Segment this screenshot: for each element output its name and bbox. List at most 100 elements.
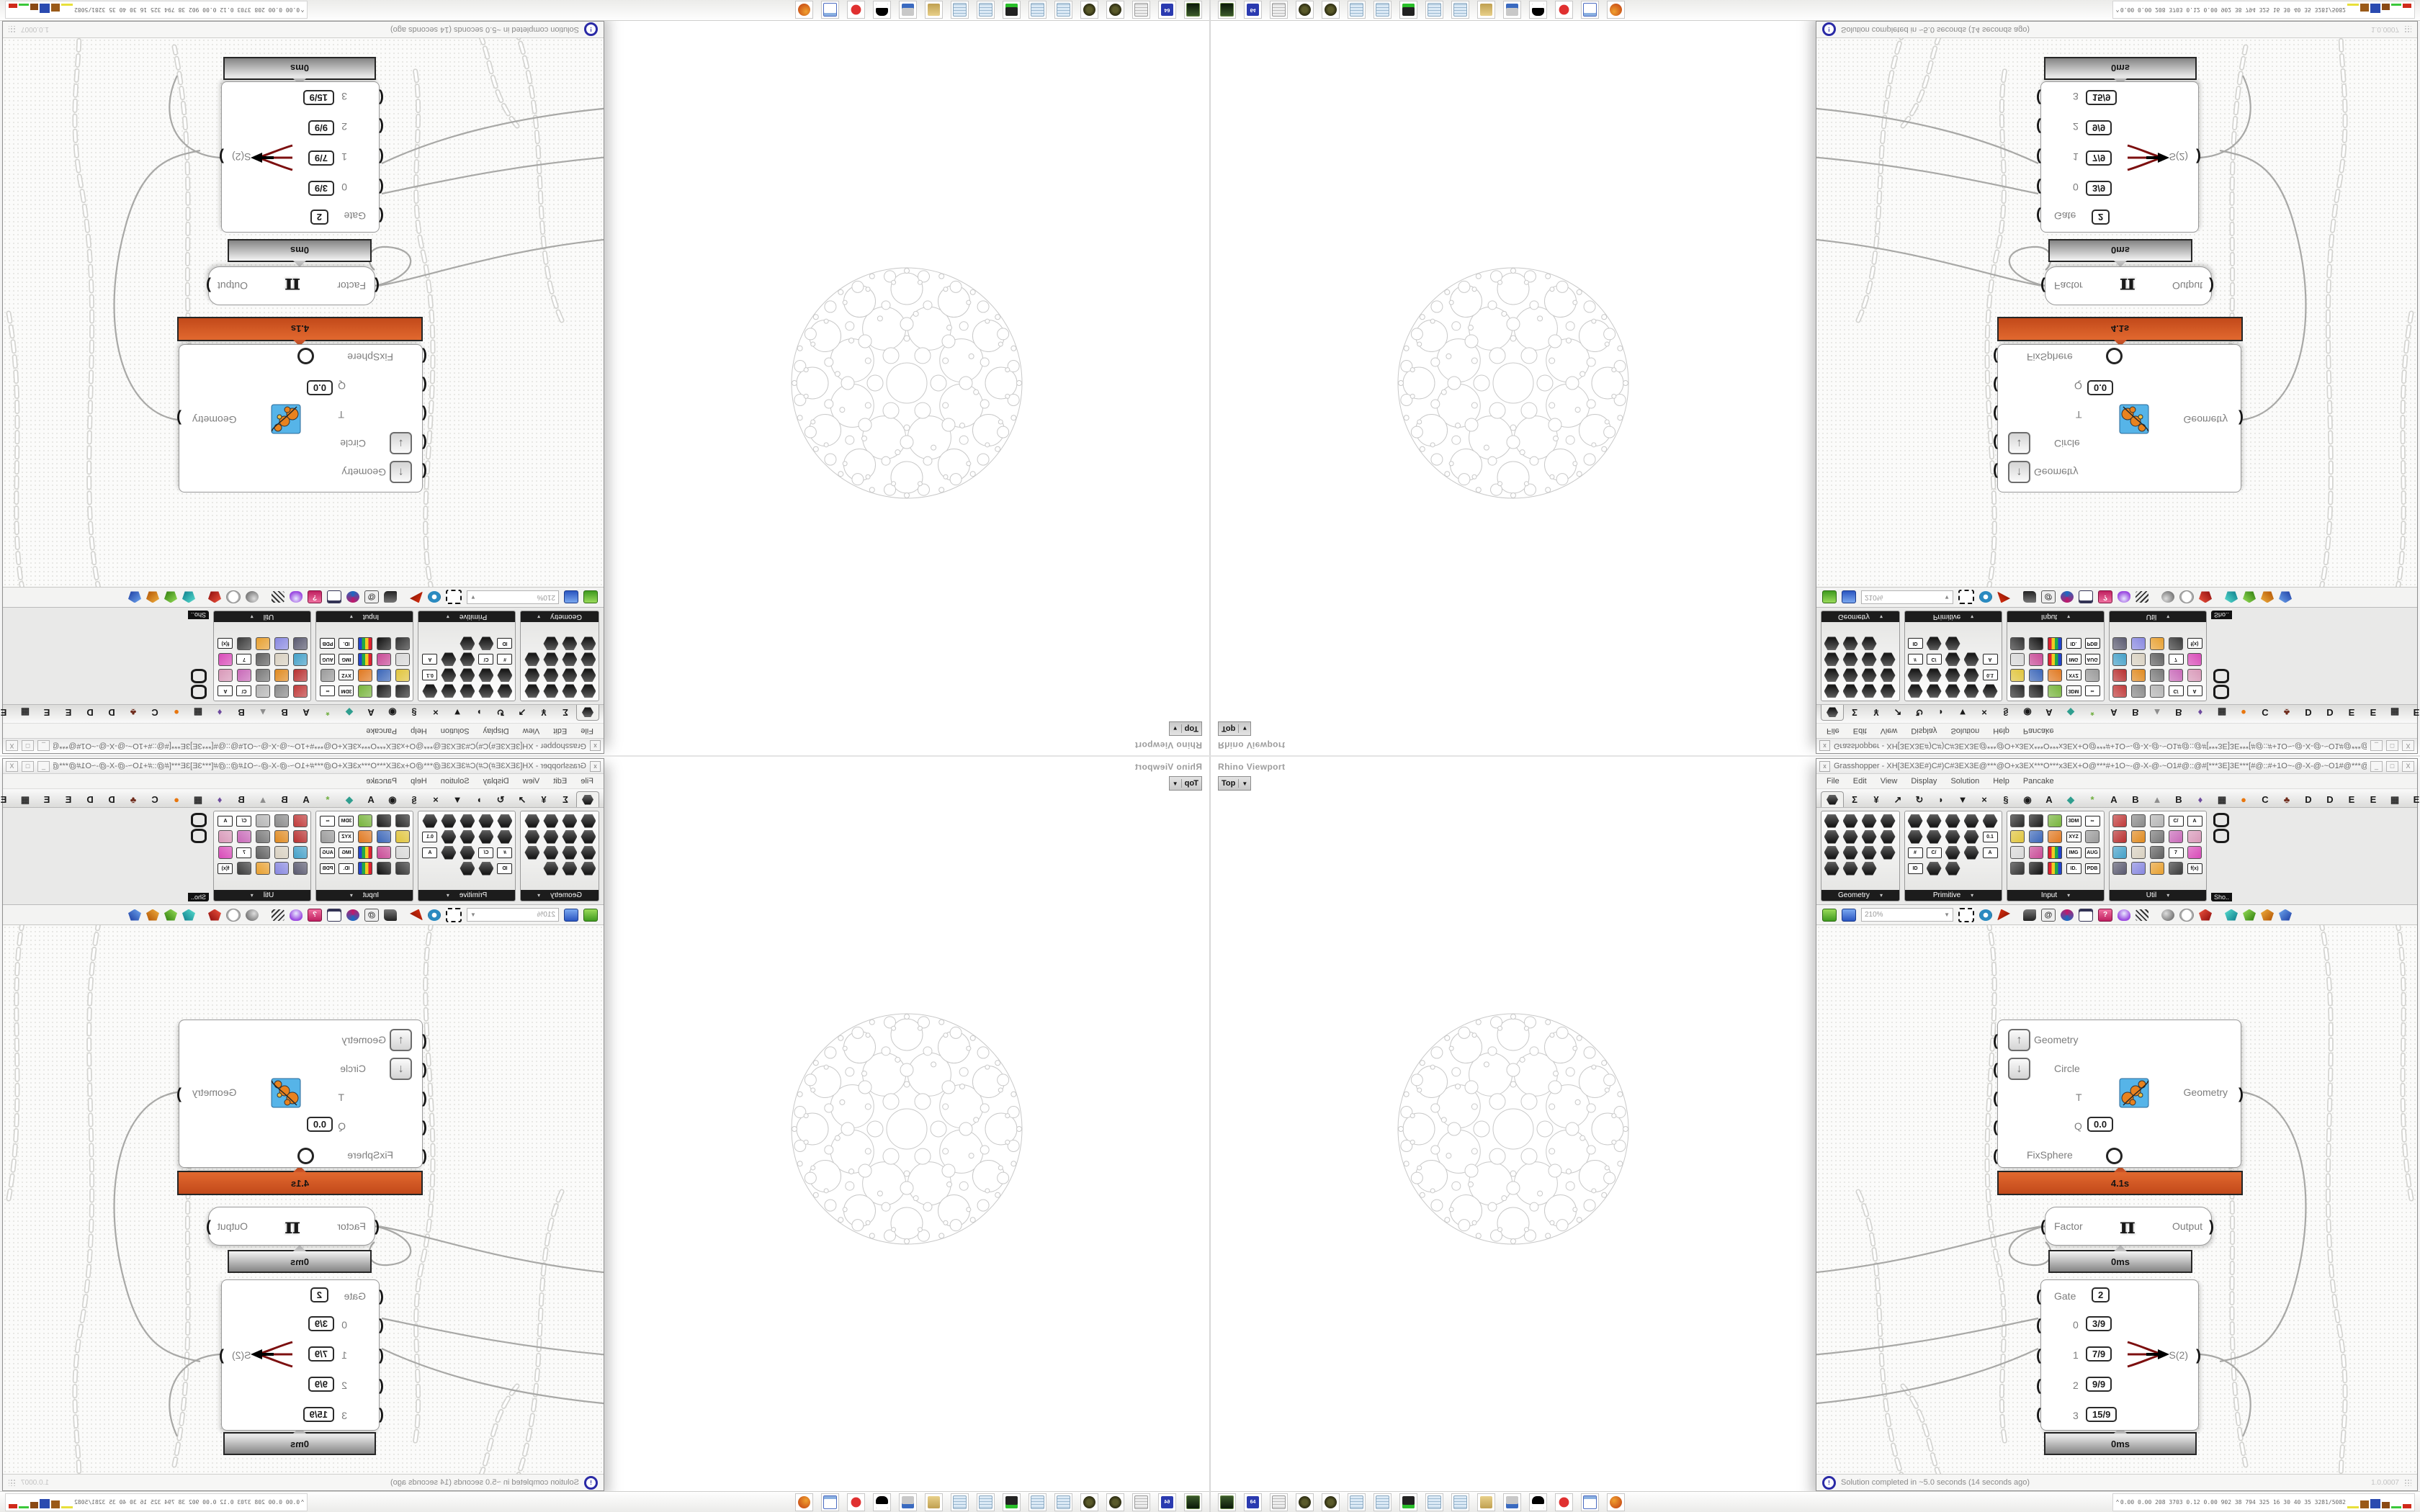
- rhino-viewport[interactable]: Rhino Viewport Top ▼: [0, 757, 1209, 1492]
- close-icon[interactable]: x: [1819, 740, 1830, 752]
- tab-surface[interactable]: ◗: [1938, 707, 1944, 718]
- preview-eye-icon[interactable]: [1979, 909, 1992, 921]
- idea-bulb-icon[interactable]: [290, 591, 302, 603]
- gate-value-box[interactable]: 2: [310, 210, 328, 225]
- component-icon[interactable]: [2112, 636, 2128, 651]
- component-icon[interactable]: [2112, 845, 2128, 860]
- fractal-component[interactable]: ( ( ( ( ( ↑ Geometry ↓ Circle T Q 0.0 Fi…: [176, 344, 427, 492]
- tab-display[interactable]: ◉: [2023, 707, 2032, 719]
- open-file-icon[interactable]: [1822, 908, 1837, 922]
- close-button[interactable]: X: [6, 760, 18, 772]
- open-file-icon[interactable]: [583, 908, 598, 922]
- tab-surface[interactable]: ◗: [1938, 794, 1944, 805]
- gem-green-icon[interactable]: [2243, 592, 2256, 603]
- component-icon[interactable]: [524, 829, 540, 844]
- component-icon[interactable]: [460, 684, 475, 698]
- component-icon[interactable]: C/: [1926, 845, 1942, 860]
- launcher-notepad-icon[interactable]: [1348, 1, 1366, 19]
- component-icon[interactable]: [236, 636, 252, 651]
- launcher-scroll-icon[interactable]: [1270, 1, 1288, 19]
- component-icon[interactable]: [292, 652, 308, 667]
- tab-plugin-5[interactable]: ▲: [258, 794, 268, 805]
- tab-plugin-2[interactable]: *: [326, 794, 330, 805]
- menu-item-edit[interactable]: Edit: [1852, 726, 1867, 735]
- component-icon[interactable]: C/: [478, 652, 494, 667]
- tab-plugin-16[interactable]: ▦: [20, 707, 30, 719]
- idea-bulb-icon[interactable]: [290, 909, 302, 921]
- component-icon[interactable]: [1907, 668, 1923, 683]
- component-icon[interactable]: XYZ: [339, 668, 354, 683]
- sketch-pen-icon[interactable]: [1997, 592, 2010, 603]
- component-icon[interactable]: 7: [236, 652, 252, 667]
- component-icon[interactable]: [357, 668, 373, 683]
- component-icon[interactable]: [376, 668, 392, 683]
- component-icon[interactable]: PDB: [320, 861, 336, 876]
- menu-item-display[interactable]: Display: [1911, 726, 1937, 735]
- component-icon[interactable]: [1861, 814, 1877, 828]
- component-icon[interactable]: [524, 814, 540, 828]
- bake-slab-icon[interactable]: [2023, 591, 2036, 603]
- palette-section-footer[interactable]: Util ▾: [214, 611, 310, 622]
- component-icon[interactable]: 3DM: [2066, 684, 2081, 698]
- tab-plugin-15[interactable]: E: [2370, 794, 2377, 805]
- component-icon[interactable]: ∞: [320, 684, 336, 698]
- gem-orange-icon[interactable]: [2261, 592, 2274, 603]
- component-icon[interactable]: [320, 829, 336, 844]
- cluster-sphere-icon[interactable]: [2161, 591, 2174, 603]
- tab-plugin-8[interactable]: ▦: [2217, 707, 2227, 719]
- goggles-icon[interactable]: [2213, 669, 2229, 683]
- launcher-notepad-icon[interactable]: [1451, 1, 1469, 19]
- launcher-calculator-icon[interactable]: [1581, 1493, 1599, 1511]
- gate-row-value-box[interactable]: 7/9: [2086, 150, 2112, 166]
- component-icon[interactable]: [1963, 652, 1979, 667]
- launcher-scroll-icon[interactable]: [1132, 1, 1150, 19]
- tab-plugin-5[interactable]: ▲: [2152, 794, 2162, 805]
- tab-plugin-11[interactable]: ♣: [130, 794, 137, 805]
- component-icon[interactable]: [2187, 652, 2202, 667]
- component-icon[interactable]: [376, 636, 392, 651]
- zoom-extents-icon[interactable]: [446, 907, 462, 922]
- component-icon[interactable]: [1982, 684, 1998, 698]
- sketch-pen-icon[interactable]: [1997, 909, 2010, 921]
- tab-plugin-15[interactable]: E: [43, 794, 50, 805]
- gem-orange-icon[interactable]: [146, 909, 159, 921]
- menu-item-view[interactable]: View: [522, 726, 540, 735]
- tab-plugin-6[interactable]: B: [2175, 794, 2182, 805]
- component-icon[interactable]: [1824, 861, 1839, 876]
- grasshopper-canvas[interactable]: ( ( ( ( ( ↑ Geometry ↓ Circle T Q 0.0 Fi…: [3, 38, 604, 587]
- component-icon[interactable]: [460, 668, 475, 683]
- component-icon[interactable]: [2028, 845, 2044, 860]
- tab-plugin-4[interactable]: B: [2132, 794, 2139, 805]
- component-icon[interactable]: [357, 845, 373, 860]
- component-icon[interactable]: [357, 814, 373, 828]
- component-icon[interactable]: [1842, 636, 1858, 651]
- resize-grip[interactable]: [2404, 1479, 2411, 1486]
- component-icon[interactable]: [255, 829, 271, 844]
- tab-curve[interactable]: ↻: [1915, 793, 1924, 805]
- component-icon[interactable]: [1945, 652, 1960, 667]
- maximize-button[interactable]: □: [22, 740, 34, 752]
- component-icon[interactable]: [2047, 652, 2063, 667]
- tab-transform[interactable]: §: [411, 794, 417, 805]
- component-icon[interactable]: [255, 684, 271, 698]
- fractal-component[interactable]: ( ( ( ( ( ↑ Geometry ↓ Circle T Q 0.0 Fi…: [1993, 1020, 2244, 1168]
- launcher-seal-icon[interactable]: [847, 1493, 865, 1511]
- down-arrow-icon[interactable]: ↓: [2008, 432, 2030, 454]
- goggles-icon[interactable]: [191, 813, 207, 827]
- launcher-workstation-icon[interactable]: [1003, 1493, 1021, 1511]
- component-icon[interactable]: 7: [2168, 845, 2184, 860]
- component-icon[interactable]: [543, 684, 559, 698]
- component-icon[interactable]: [562, 636, 578, 651]
- tab-plugin-17[interactable]: E: [2413, 707, 2420, 718]
- help-box-icon[interactable]: ?: [308, 590, 322, 604]
- zoom-level-box[interactable]: 210% ▼: [467, 590, 559, 604]
- component-icon[interactable]: [562, 845, 578, 860]
- save-file-icon[interactable]: [564, 908, 578, 922]
- component-icon[interactable]: [2009, 636, 2025, 651]
- fixsphere-toggle[interactable]: [297, 1148, 314, 1164]
- component-icon[interactable]: IMG: [339, 652, 354, 667]
- component-icon[interactable]: [357, 636, 373, 651]
- component-icon[interactable]: [2168, 668, 2184, 683]
- menu-item-pancake[interactable]: Pancake: [366, 777, 398, 786]
- bake-slab-icon[interactable]: [384, 909, 397, 921]
